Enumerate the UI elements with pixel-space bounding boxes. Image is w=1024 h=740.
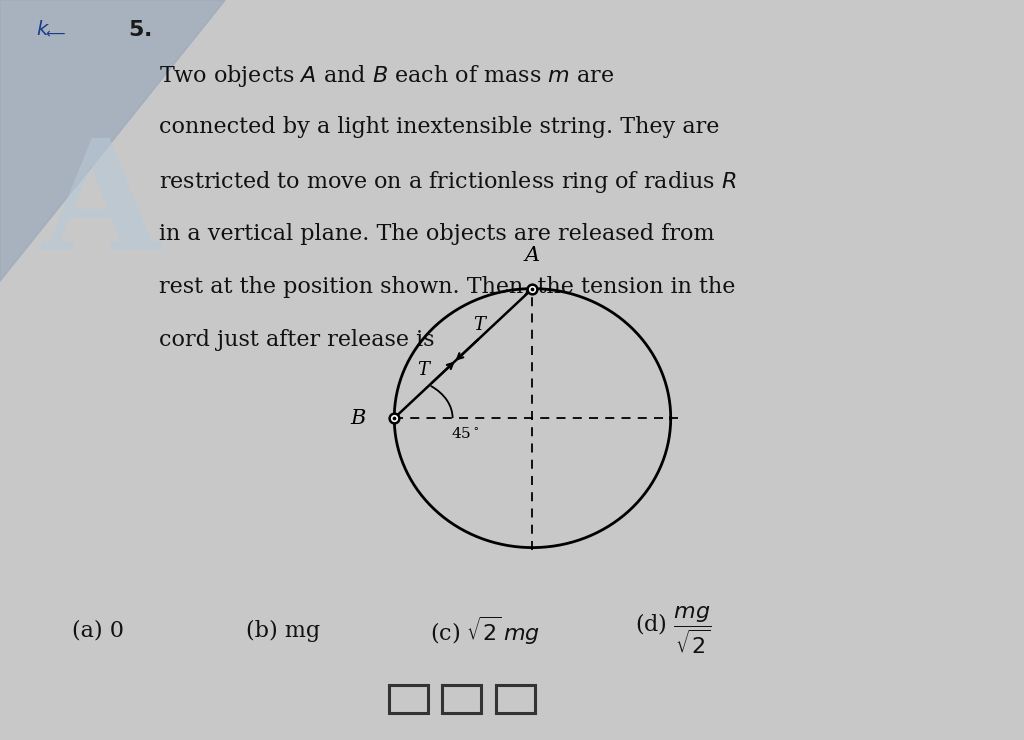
Text: A: A (525, 246, 540, 265)
Text: $k_{\!\!\longleftarrow}$: $k_{\!\!\longleftarrow}$ (36, 18, 67, 38)
Bar (442, 685, 481, 713)
Text: in a vertical plane. The objects are released from: in a vertical plane. The objects are rel… (159, 223, 714, 245)
Polygon shape (0, 0, 225, 281)
Text: T: T (418, 361, 429, 379)
Bar (496, 685, 535, 713)
Text: A: A (41, 133, 160, 282)
Text: connected by a light inextensible string. They are: connected by a light inextensible string… (159, 116, 719, 138)
Text: B: B (350, 408, 366, 428)
Bar (389, 685, 428, 713)
Text: cord just after release is: cord just after release is (159, 329, 434, 352)
Text: (b) mg: (b) mg (246, 619, 319, 642)
Text: restricted to move on a frictionless ring of radius $R$: restricted to move on a frictionless rin… (159, 169, 736, 195)
Text: $\mathbf{5.}$: $\mathbf{5.}$ (128, 18, 152, 41)
Text: T: T (473, 317, 485, 334)
Text: (d) $\dfrac{mg}{\sqrt{2}}$: (d) $\dfrac{mg}{\sqrt{2}}$ (635, 605, 712, 656)
Text: 45$^\circ$: 45$^\circ$ (451, 427, 479, 443)
Text: (a) 0: (a) 0 (72, 619, 124, 642)
Text: Two objects $A$ and $B$ each of mass $m$ are: Two objects $A$ and $B$ each of mass $m$… (159, 63, 614, 89)
Text: rest at the position shown. Then, the tension in the: rest at the position shown. Then, the te… (159, 276, 735, 298)
Text: (c) $\sqrt{2}\,mg$: (c) $\sqrt{2}\,mg$ (430, 614, 540, 647)
